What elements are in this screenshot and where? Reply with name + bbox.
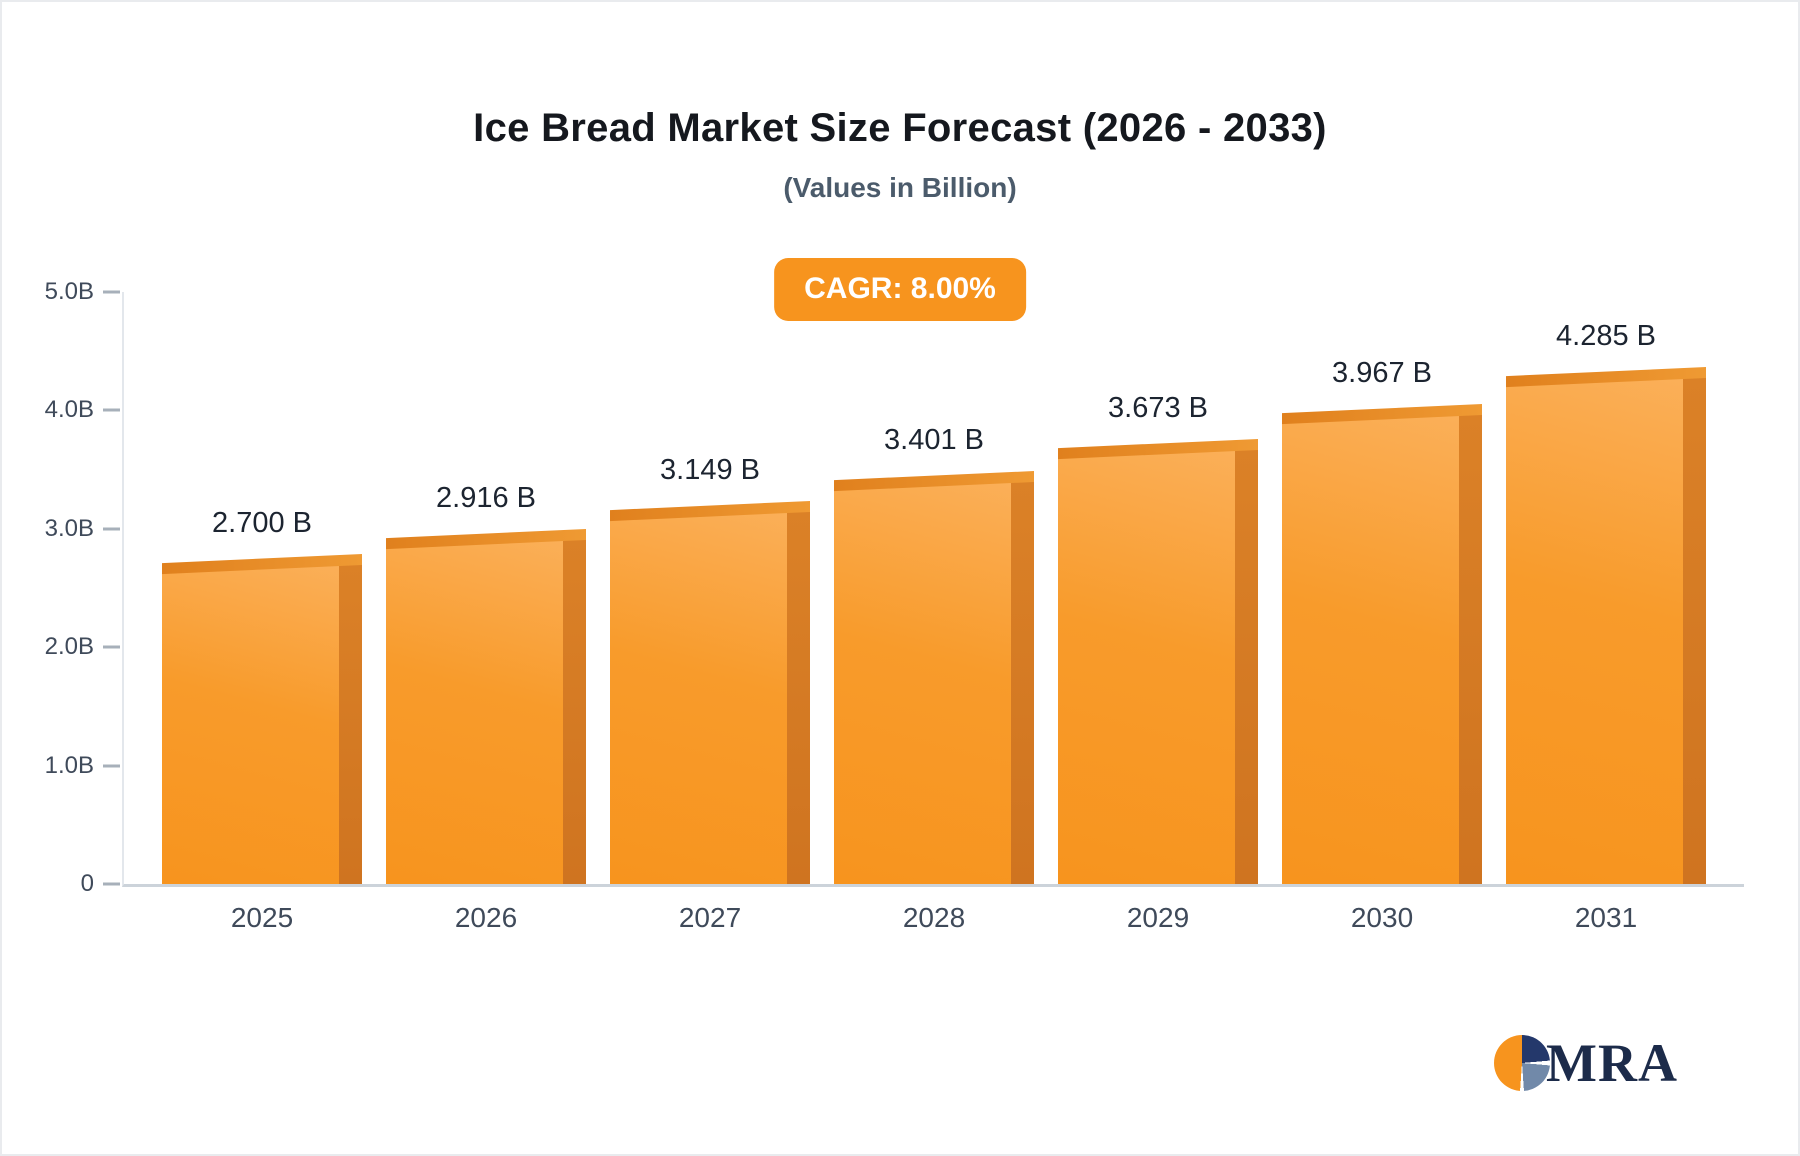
bar-value-label: 3.967 B — [1332, 357, 1432, 390]
bar-group: 3.673 B 2029 — [1046, 292, 1270, 933]
bar-group: 3.401 B 2028 — [822, 292, 1046, 933]
x-axis-label: 2031 — [1574, 902, 1638, 933]
y-axis-tick-mark — [103, 882, 120, 886]
bar-side-face — [1235, 449, 1258, 884]
bar-group: 2.916 B 2026 — [374, 292, 598, 933]
bar-side-face — [787, 511, 810, 884]
chart-subtitle: (Values in Billion) — [783, 172, 1017, 203]
x-axis-label: 2027 — [678, 902, 742, 933]
bar: 3.673 B — [1058, 392, 1258, 884]
x-axis-label: 2028 — [902, 902, 966, 933]
bar-top-face — [1282, 404, 1482, 425]
bar-value-label: 2.700 B — [212, 507, 312, 540]
y-axis-tick-mark — [103, 527, 120, 531]
x-axis-label: 2025 — [230, 902, 294, 933]
y-axis-tick-label: 0 — [80, 870, 94, 897]
y-axis-tick-label: 3.0B — [44, 514, 94, 542]
chart-title: Ice Bread Market Size Forecast (2026 - 2… — [473, 106, 1327, 150]
pie-chart-logo-icon — [1494, 1035, 1551, 1091]
y-axis-tick-mark — [103, 408, 120, 412]
bar-value-label: 3.401 B — [884, 424, 984, 457]
y-axis-tick-mark — [103, 764, 120, 768]
bar: 4.285 B — [1506, 320, 1706, 884]
bar-top-face — [162, 554, 362, 575]
x-axis-label: 2029 — [1126, 902, 1190, 933]
bar-group: 3.149 B 2027 — [598, 292, 822, 933]
bars-container: 2.700 B 2025 2.916 B 2026 3.149 B 2027 3.401 B… — [124, 292, 1744, 933]
bar-group: 2.700 B 2025 — [150, 292, 374, 933]
y-axis-tick-label: 1.0B — [44, 751, 94, 779]
bar-value-label: 3.149 B — [660, 454, 760, 487]
y-axis-tick-label: 2.0B — [44, 633, 94, 661]
bar-side-face — [563, 538, 586, 884]
y-axis-tick-label: 4.0B — [44, 396, 94, 424]
bar-value-label: 3.673 B — [1108, 392, 1208, 425]
bar-group: 4.285 B 2031 — [1494, 292, 1718, 933]
bar-side-face — [339, 564, 362, 884]
bar-side-face — [1683, 376, 1706, 884]
bar-top-face — [386, 528, 586, 549]
x-axis-label: 2030 — [1350, 902, 1414, 933]
bar-top-face — [1058, 439, 1258, 460]
bar-top-face — [834, 471, 1034, 492]
bar-side-face — [1459, 414, 1482, 884]
bar: 2.916 B — [386, 482, 586, 884]
bar-top-face — [610, 501, 810, 522]
bar: 2.700 B — [162, 507, 362, 884]
x-axis-label: 2026 — [454, 902, 518, 933]
y-axis-tick-mark — [103, 290, 120, 294]
bar: 3.401 B — [834, 424, 1034, 884]
logo-text: MRA — [1546, 1033, 1678, 1093]
cagr-badge: CAGR: 8.00% — [774, 258, 1026, 321]
mra-logo: MRA — [1494, 1032, 1678, 1094]
bar: 3.149 B — [610, 454, 810, 884]
bar-value-label: 2.916 B — [436, 481, 536, 514]
y-axis-tick-mark — [103, 645, 120, 649]
bar-group: 3.967 B 2030 — [1270, 292, 1494, 933]
bar-value-label: 4.285 B — [1556, 319, 1656, 352]
y-axis-tick-label: 5.0B — [44, 278, 94, 305]
bar-top-face — [1506, 366, 1706, 387]
bar-side-face — [1011, 481, 1034, 884]
bar: 3.967 B — [1282, 357, 1482, 884]
